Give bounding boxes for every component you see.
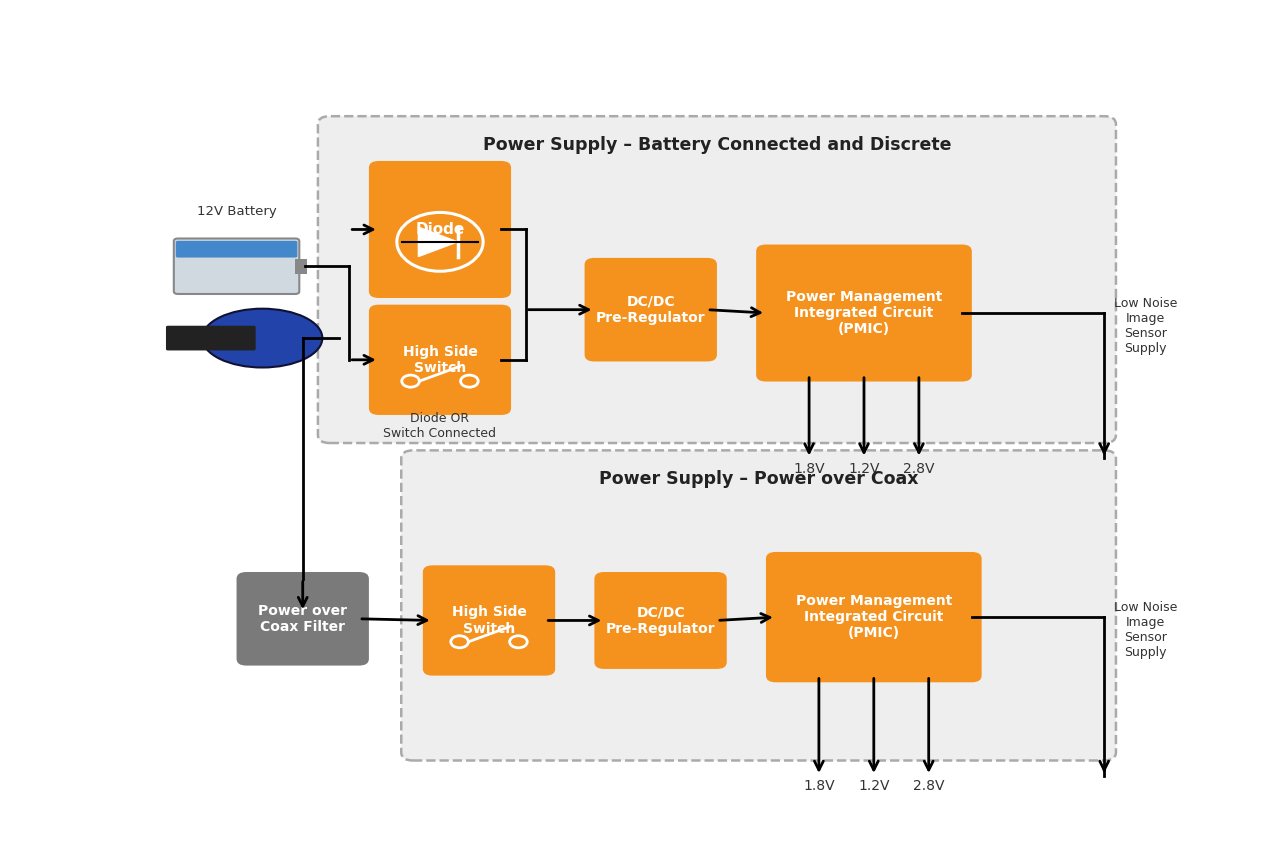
FancyBboxPatch shape [765, 552, 982, 682]
Text: DC/DC
Pre-Regulator: DC/DC Pre-Regulator [596, 294, 706, 325]
Text: Power Supply – Battery Connected and Discrete: Power Supply – Battery Connected and Dis… [483, 136, 951, 155]
FancyBboxPatch shape [296, 259, 307, 273]
FancyBboxPatch shape [237, 572, 369, 666]
FancyBboxPatch shape [166, 326, 256, 351]
FancyBboxPatch shape [318, 116, 1116, 443]
FancyBboxPatch shape [423, 565, 555, 675]
Text: Power Management
Integrated Circuit
(PMIC): Power Management Integrated Circuit (PMI… [786, 290, 942, 336]
Text: Diode OR
Switch Connected: Diode OR Switch Connected [383, 411, 496, 439]
FancyBboxPatch shape [176, 240, 297, 258]
Text: 12V Battery: 12V Battery [196, 205, 277, 218]
Text: 2.8V: 2.8V [903, 462, 935, 476]
Text: 1.2V: 1.2V [849, 462, 879, 476]
Text: 1.8V: 1.8V [803, 779, 835, 793]
FancyBboxPatch shape [756, 245, 972, 382]
Text: 1.2V: 1.2V [858, 779, 889, 793]
Text: Low Noise
Image
Sensor
Supply: Low Noise Image Sensor Supply [1114, 602, 1178, 660]
Polygon shape [419, 227, 458, 257]
FancyBboxPatch shape [369, 305, 511, 415]
FancyBboxPatch shape [401, 450, 1116, 760]
Text: Power Management
Integrated Circuit
(PMIC): Power Management Integrated Circuit (PMI… [796, 594, 953, 641]
FancyBboxPatch shape [173, 239, 300, 294]
Text: Diode: Diode [415, 222, 464, 237]
FancyBboxPatch shape [584, 258, 717, 361]
Text: High Side
Switch: High Side Switch [452, 605, 526, 635]
Text: Power Supply – Power over Coax: Power Supply – Power over Coax [598, 470, 918, 489]
Text: 2.8V: 2.8V [913, 779, 945, 793]
Text: Low Noise
Image
Sensor
Supply: Low Noise Image Sensor Supply [1114, 298, 1178, 355]
FancyBboxPatch shape [369, 161, 511, 298]
FancyBboxPatch shape [595, 572, 726, 669]
Text: Power over
Coax Filter: Power over Coax Filter [258, 604, 347, 634]
Text: DC/DC
Pre-Regulator: DC/DC Pre-Regulator [606, 605, 716, 635]
Text: High Side
Switch: High Side Switch [402, 345, 477, 375]
Text: 1.8V: 1.8V [793, 462, 825, 476]
Ellipse shape [202, 309, 323, 367]
